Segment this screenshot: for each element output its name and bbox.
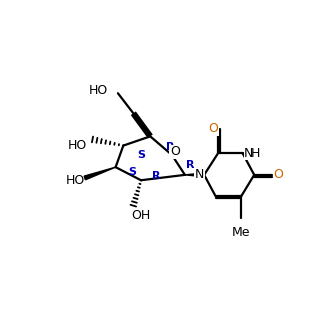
Polygon shape <box>84 167 116 180</box>
Text: N: N <box>195 168 204 181</box>
Text: O: O <box>208 122 218 135</box>
Text: O: O <box>170 145 180 158</box>
Text: R: R <box>166 142 174 152</box>
Text: S: S <box>137 150 145 160</box>
Text: HO: HO <box>66 174 85 187</box>
Text: H: H <box>251 147 260 160</box>
Polygon shape <box>185 173 204 177</box>
Text: S: S <box>128 167 136 177</box>
Text: HO: HO <box>68 139 87 152</box>
Text: R: R <box>186 160 194 170</box>
Text: O: O <box>273 168 283 181</box>
Text: R: R <box>152 171 161 181</box>
Text: HO: HO <box>89 84 108 97</box>
Text: N: N <box>244 147 253 160</box>
Text: OH: OH <box>132 209 151 222</box>
Text: Me: Me <box>232 226 250 239</box>
